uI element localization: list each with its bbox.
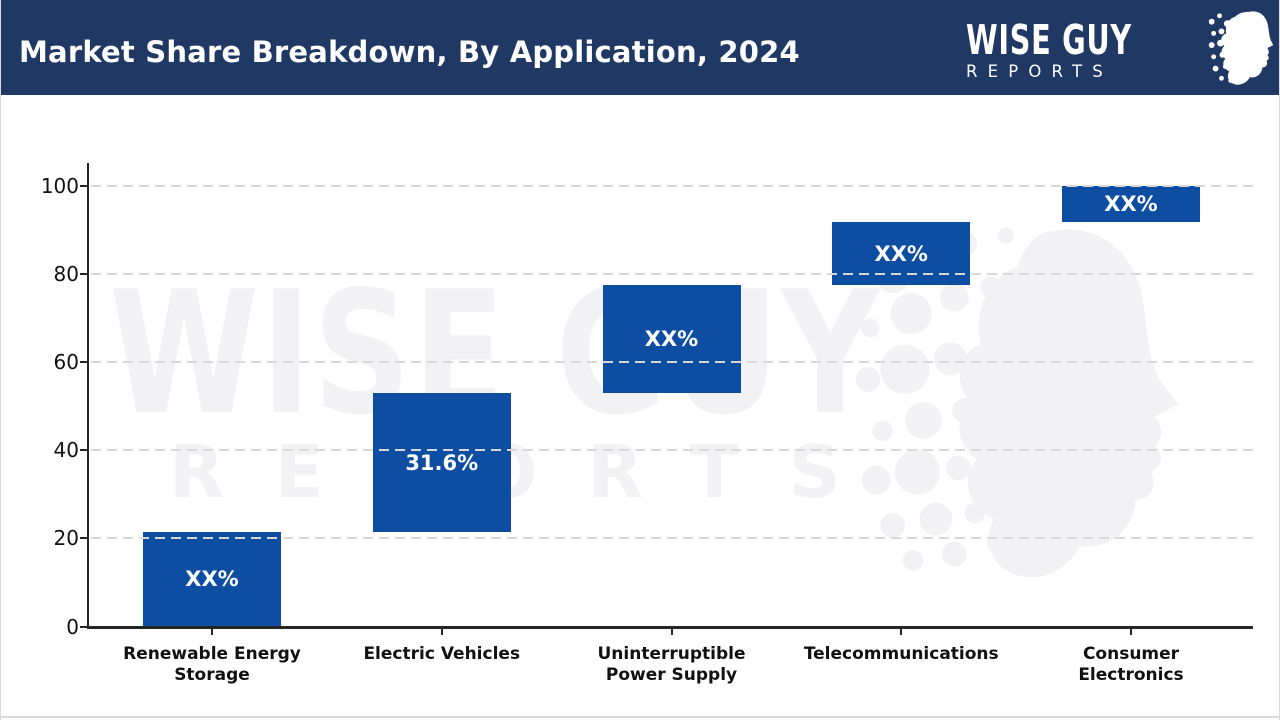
bar-uninterruptible-power-supply — [602, 285, 741, 394]
y-axis-tick-label: 80 — [53, 262, 79, 287]
y-axis-tick-mark — [80, 537, 88, 540]
y-axis-tick-label: 20 — [53, 526, 79, 551]
bar-value-label: XX% — [874, 241, 928, 266]
bar-value-label: XX% — [1104, 192, 1158, 217]
category-label-line: Renewable Energy — [123, 644, 301, 664]
y-axis-tick-mark — [80, 361, 88, 364]
y-axis-tick-mark — [80, 273, 88, 276]
bar-value-label: XX% — [185, 567, 239, 592]
category-label-line: Consumer — [1082, 644, 1180, 664]
bar-value-label: 31.6% — [405, 450, 479, 475]
watermark-subtitle: REPORTS — [169, 430, 891, 514]
x-axis-tick-mark — [670, 629, 673, 635]
x-axis-tick-mark — [1130, 629, 1132, 635]
logo-wordmark: WISE GUY — [966, 16, 1132, 64]
gridline-y80 — [91, 273, 1253, 276]
bar-electric-vehicles — [372, 393, 511, 533]
y-axis-tick-mark — [80, 185, 88, 187]
bar-consumer-electronics — [1062, 186, 1200, 223]
x-axis-category-label: Telecommunications — [781, 644, 1021, 665]
x-axis-category-label: Uninterruptible Power Supply — [552, 644, 792, 686]
gridline-y60 — [91, 361, 1253, 364]
x-axis-tick-mark — [900, 629, 903, 635]
y-axis-tick-label: 0 — [66, 614, 79, 639]
gridline-y20 — [91, 537, 1253, 540]
logo-text: WISE GUY REPORTS — [966, 20, 1203, 81]
y-axis-tick-mark — [80, 625, 88, 628]
x-axis-category-label: Electric Vehicles — [322, 644, 562, 665]
gridline-y100 — [91, 185, 1253, 187]
y-axis-tick-label: 60 — [53, 350, 79, 375]
x-axis-category-label: Renewable Energy Storage — [92, 644, 332, 686]
y-axis-tick-mark — [80, 449, 88, 452]
x-axis-tick-mark — [211, 629, 213, 635]
bar-value-label: XX% — [644, 327, 699, 352]
bar-renewable-energy-storage — [143, 532, 281, 627]
logo-subtitle: REPORTS — [966, 62, 1113, 82]
y-axis-line — [87, 163, 89, 629]
y-axis-tick-label: 100 — [40, 174, 79, 198]
gridline-y40 — [91, 449, 1253, 452]
x-axis-category-label: Consumer Electronics — [1011, 644, 1251, 686]
bottom-border-line — [1, 716, 1279, 718]
category-label-line: Telecommunications — [803, 644, 999, 664]
x-axis-tick-mark — [440, 629, 443, 635]
y-axis-tick-label: 40 — [53, 438, 79, 463]
header-band: Market Share Breakdown, By Application, … — [1, 0, 1279, 95]
wise-guy-reports-logo: WISE GUY REPORTS — [966, 6, 1275, 92]
logo-head-profile-icon — [1208, 11, 1274, 85]
x-axis-line — [87, 626, 1253, 629]
category-label-line: Storage — [174, 665, 250, 685]
category-label-line: Electronics — [1078, 665, 1184, 685]
category-label-line: Uninterruptible — [597, 644, 746, 664]
category-label-line: Power Supply — [605, 665, 738, 685]
category-label-line: Electric Vehicles — [363, 644, 521, 664]
page-title: Market Share Breakdown, By Application, … — [19, 35, 800, 69]
